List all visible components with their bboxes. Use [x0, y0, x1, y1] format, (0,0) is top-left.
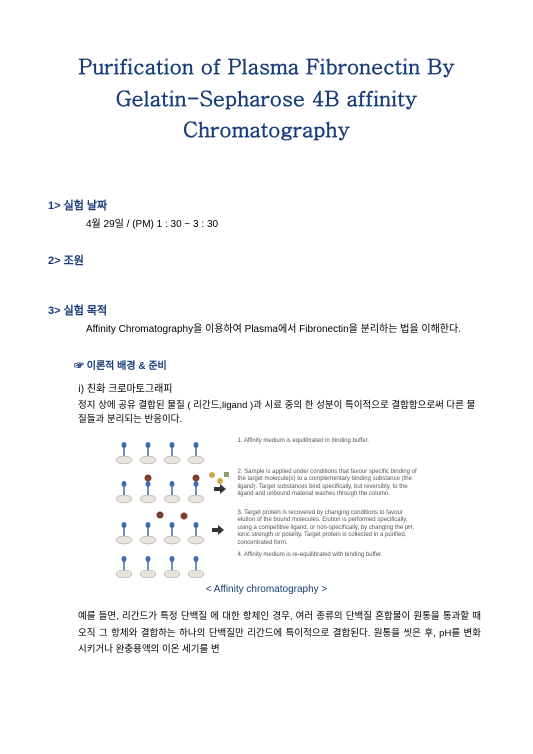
section-1-body: 4월 29일 / (PM) 1 : 30 ~ 3 : 30	[48, 217, 485, 232]
diagram-caption: < Affinity chromatography >	[48, 584, 485, 595]
title-line-3: Chromatography	[183, 113, 350, 143]
diagram-step-4: 4. Affinity medium is re-equilibrated wi…	[112, 552, 422, 578]
title-line-1: Purification of Plasma Fibronectin By	[79, 50, 455, 80]
document-title: Purification of Plasma Fibronectin By Ge…	[48, 50, 485, 145]
diagram-step-1: 1. Affinity medium is equilibrated in bi…	[112, 438, 422, 464]
section-1: 1> 실험 날짜 4월 29일 / (PM) 1 : 30 ~ 3 : 30	[48, 197, 485, 232]
section-1-head: 1> 실험 날짜	[48, 197, 485, 213]
section-3-head: 3> 실험 목적	[48, 302, 485, 318]
theory-heading: ☞ 이론적 배경 & 준비	[48, 357, 485, 372]
diagram-step-2: 2. Sample is applied under conditions th…	[112, 469, 422, 505]
diagram-step-2-svg	[112, 469, 232, 505]
section-2-head: 2> 조원	[48, 252, 485, 268]
affinity-diagram: 1. Affinity medium is equilibrated in bi…	[112, 438, 422, 579]
diagram-step-3-text: 3. Target protein is recovered by changi…	[238, 510, 422, 548]
theory-i1-title: ⅰ) 친화 크로마토그래피	[48, 380, 485, 395]
title-line-2: Gelatin-Sepharose 4B affinity	[116, 82, 417, 112]
diagram-step-4-svg	[112, 552, 232, 578]
diagram-step-3-svg	[112, 510, 232, 546]
theory-i1-body: 정지 상에 공유 결합된 물질 ( 리간드,ligand )과 시료 중의 한 …	[48, 399, 485, 428]
section-2: 2> 조원	[48, 252, 485, 268]
section-3: 3> 실험 목적 Affinity Chromatography을 이용하여 P…	[48, 302, 485, 337]
diagram-step-1-svg	[112, 438, 232, 464]
section-3-body: Affinity Chromatography을 이용하여 Plasma에서 F…	[48, 322, 485, 337]
diagram-step-4-text: 4. Affinity medium is re-equilibrated wi…	[238, 552, 422, 560]
diagram-step-1-text: 1. Affinity medium is equilibrated in bi…	[238, 438, 422, 446]
diagram-step-3: 3. Target protein is recovered by changi…	[112, 510, 422, 548]
body-paragraph: 예를 들면, 리간드가 특정 단백질 에 대한 항체인 경우, 여러 종류의 단…	[48, 609, 485, 657]
diagram-step-2-text: 2. Sample is applied under conditions th…	[238, 469, 422, 499]
